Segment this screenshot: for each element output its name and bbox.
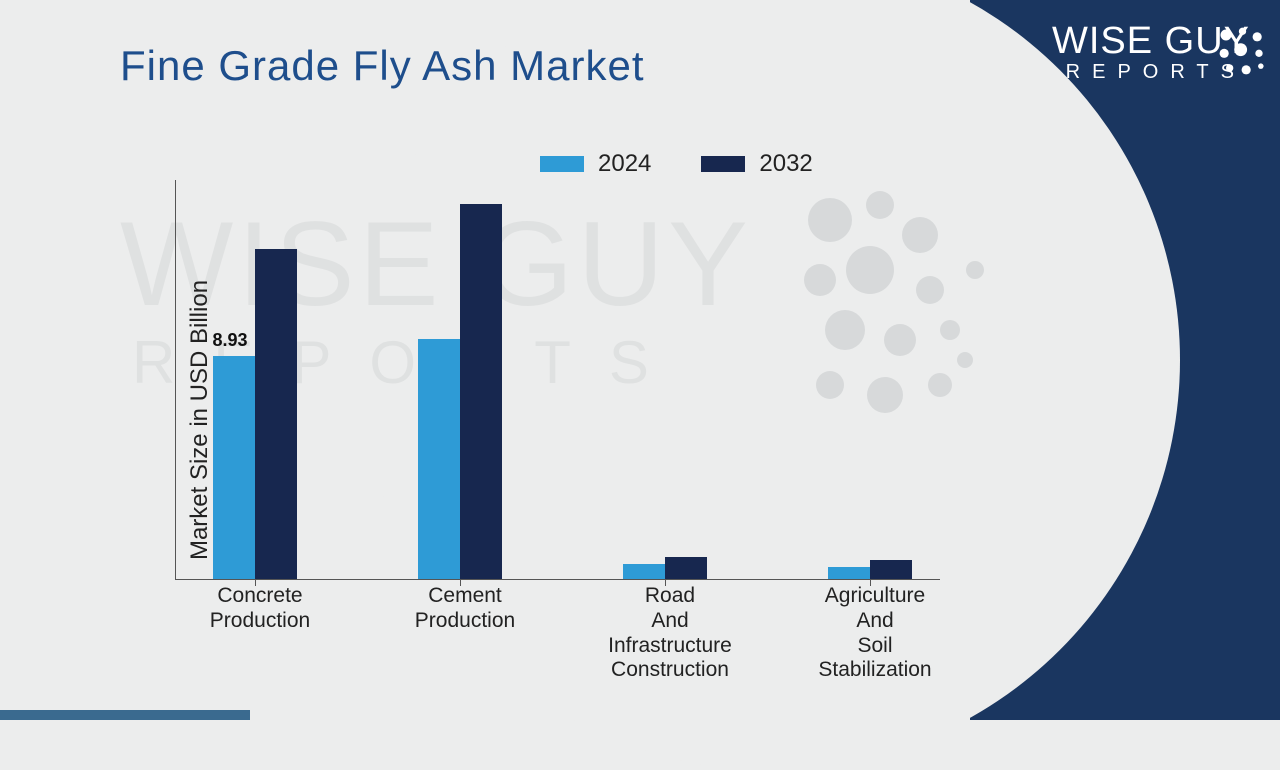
legend-label-2024: 2024 <box>598 150 651 178</box>
bar-chart: Market Size in USD Billion 2024 2032 8.9… <box>100 150 940 690</box>
bar-value-label: 8.93 <box>195 330 265 351</box>
bar <box>665 557 707 580</box>
bar <box>870 560 912 579</box>
logo-dots-icon <box>1215 24 1270 79</box>
plot-area: 8.93 <box>175 180 940 580</box>
category-label: AgricultureAndSoilStabilization <box>790 584 960 683</box>
legend: 2024 2032 <box>540 150 813 178</box>
bar <box>255 249 297 579</box>
bottom-accent-bar <box>0 710 250 720</box>
canvas: WISE GUY REPORTS Fine Grade Fly Ash Mark… <box>0 0 1280 720</box>
bar <box>418 339 460 579</box>
legend-label-2032: 2032 <box>759 150 812 178</box>
category-label: RoadAndInfrastructureConstruction <box>585 584 755 683</box>
bar <box>213 356 255 579</box>
y-axis-line <box>175 180 176 580</box>
bar <box>828 567 870 580</box>
category-label: CementProduction <box>380 584 550 634</box>
bar <box>623 564 665 579</box>
legend-swatch-2032 <box>701 156 745 172</box>
category-label: ConcreteProduction <box>175 584 345 634</box>
legend-item-2024: 2024 <box>540 150 651 178</box>
x-axis-line <box>175 579 940 580</box>
legend-item-2032: 2032 <box>701 150 812 178</box>
bar <box>460 204 502 579</box>
chart-title: Fine Grade Fly Ash Market <box>120 42 645 90</box>
legend-swatch-2024 <box>540 156 584 172</box>
